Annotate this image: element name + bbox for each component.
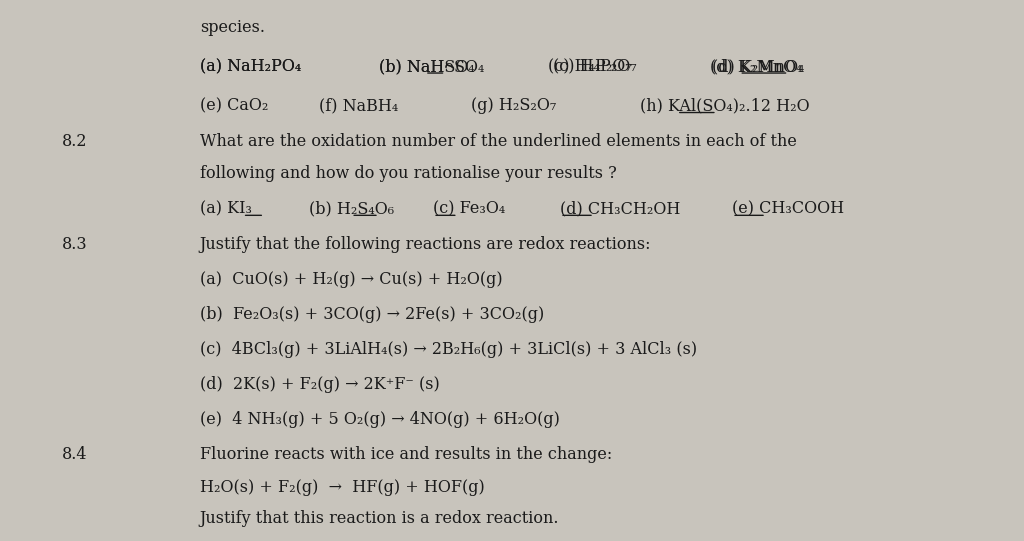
Text: (b)  Fe₂O₃(s) + 3CO(g) → 2Fe(s) + 3CO₂(g): (b) Fe₂O₃(s) + 3CO(g) → 2Fe(s) + 3CO₂(g) [200, 306, 544, 322]
Text: (a) NaH₂PO₄: (a) NaH₂PO₄ [200, 58, 301, 75]
Text: (c) Fe₃O₄: (c) Fe₃O₄ [433, 200, 506, 217]
Text: (c)  4BCl₃(g) + 3LiAlH₄(s) → 2B₂H₆(g) + 3LiCl(s) + 3 AlCl₃ (s): (c) 4BCl₃(g) + 3LiAlH₄(s) → 2B₂H₆(g) + 3… [200, 341, 696, 358]
Text: species.: species. [200, 19, 264, 36]
Text: (c) H₄P₂O₇: (c) H₄P₂O₇ [553, 58, 637, 75]
Text: (e) CaO₂: (e) CaO₂ [200, 97, 268, 114]
Text: (a) KI₃: (a) KI₃ [200, 200, 252, 217]
Text: (d) K₂MnO₄: (d) K₂MnO₄ [710, 58, 802, 75]
Text: (a)  CuO(s) + H₂(g) → Cu(s) + H₂O(g): (a) CuO(s) + H₂(g) → Cu(s) + H₂O(g) [200, 270, 503, 287]
Text: (d) K₂MnO₄: (d) K₂MnO₄ [712, 58, 804, 75]
Text: Justify that the following reactions are redox reactions:: Justify that the following reactions are… [200, 236, 651, 253]
Text: (g) H₂S₂O₇: (g) H₂S₂O₇ [471, 97, 556, 114]
Text: (f) NaBH₄: (f) NaBH₄ [319, 97, 398, 114]
Text: (e) CH₃COOH: (e) CH₃COOH [732, 200, 844, 217]
Text: Fluorine reacts with ice and results in the change:: Fluorine reacts with ice and results in … [200, 446, 612, 463]
Text: (d) CH₃CH₂OH: (d) CH₃CH₂OH [560, 200, 681, 217]
Text: (a) NaH₂PO₄: (a) NaH₂PO₄ [200, 58, 301, 75]
Text: 8.4: 8.4 [61, 446, 87, 463]
Text: 8.2: 8.2 [61, 133, 87, 149]
Text: (d)  2K(s) + F₂(g) → 2K⁺F⁻ (s): (d) 2K(s) + F₂(g) → 2K⁺F⁻ (s) [200, 376, 439, 393]
Text: Justify that this reaction is a redox reaction.: Justify that this reaction is a redox re… [200, 510, 559, 526]
Text: (b) H₂S₄O₆: (b) H₂S₄O₆ [309, 200, 394, 217]
Text: (c) H₄P₂O₇: (c) H₄P₂O₇ [548, 58, 632, 75]
Text: (h) KAl(SO₄)₂.12 H₂O: (h) KAl(SO₄)₂.12 H₂O [640, 97, 810, 114]
Text: (b) NaHSO₄: (b) NaHSO₄ [379, 58, 475, 75]
Text: (e)  4 NH₃(g) + 5 O₂(g) → 4NO(g) + 6H₂O(g): (e) 4 NH₃(g) + 5 O₂(g) → 4NO(g) + 6H₂O(g… [200, 411, 559, 428]
Text: What are the oxidation number of the underlined elements in each of the: What are the oxidation number of the und… [200, 133, 797, 149]
Text: 8.3: 8.3 [61, 236, 87, 253]
Text: following and how do you rationalise your results ?: following and how do you rationalise you… [200, 165, 616, 182]
Text: H₂O(s) + F₂(g)  →  HF(g) + HOF(g): H₂O(s) + F₂(g) → HF(g) + HOF(g) [200, 479, 484, 496]
Text: (b) NaHᴖSO₄: (b) NaHᴖSO₄ [379, 58, 484, 75]
